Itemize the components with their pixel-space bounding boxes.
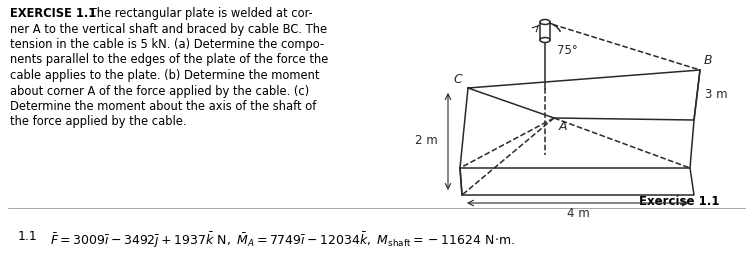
- Text: A: A: [559, 120, 568, 133]
- Text: 3 m: 3 m: [705, 88, 727, 101]
- Text: Determine the moment about the axis of the shaft of: Determine the moment about the axis of t…: [10, 100, 316, 113]
- Text: cable applies to the plate. (b) Determine the moment: cable applies to the plate. (b) Determin…: [10, 69, 319, 82]
- Text: B: B: [704, 54, 712, 67]
- Text: nents parallel to the edges of the plate of the force the: nents parallel to the edges of the plate…: [10, 54, 328, 66]
- Text: $\bar{F} = 3009\bar{\imath} - 3492\bar{\jmath} + 1937\bar{k}\ \mathrm{N},\ \bar{: $\bar{F} = 3009\bar{\imath} - 3492\bar{\…: [50, 230, 516, 249]
- Text: 75°: 75°: [557, 44, 578, 57]
- Text: Exercise 1.1: Exercise 1.1: [639, 195, 720, 208]
- Text: 1.1: 1.1: [18, 230, 38, 243]
- Text: 4 m: 4 m: [566, 207, 590, 220]
- Text: EXERCISE 1.1: EXERCISE 1.1: [10, 7, 96, 20]
- Text: the force applied by the cable.: the force applied by the cable.: [10, 116, 187, 128]
- Text: 2 m: 2 m: [415, 134, 438, 147]
- Text: The rectangular plate is welded at cor-: The rectangular plate is welded at cor-: [86, 7, 312, 20]
- Ellipse shape: [540, 20, 550, 24]
- Text: C: C: [453, 73, 462, 86]
- Ellipse shape: [540, 38, 550, 42]
- Text: tension in the cable is 5 kN. (a) Determine the compo-: tension in the cable is 5 kN. (a) Determ…: [10, 38, 324, 51]
- Text: ner A to the vertical shaft and braced by cable BC. The: ner A to the vertical shaft and braced b…: [10, 23, 327, 36]
- Text: about corner A of the force applied by the cable. (c): about corner A of the force applied by t…: [10, 85, 309, 97]
- Bar: [540, 22, 550, 40]
